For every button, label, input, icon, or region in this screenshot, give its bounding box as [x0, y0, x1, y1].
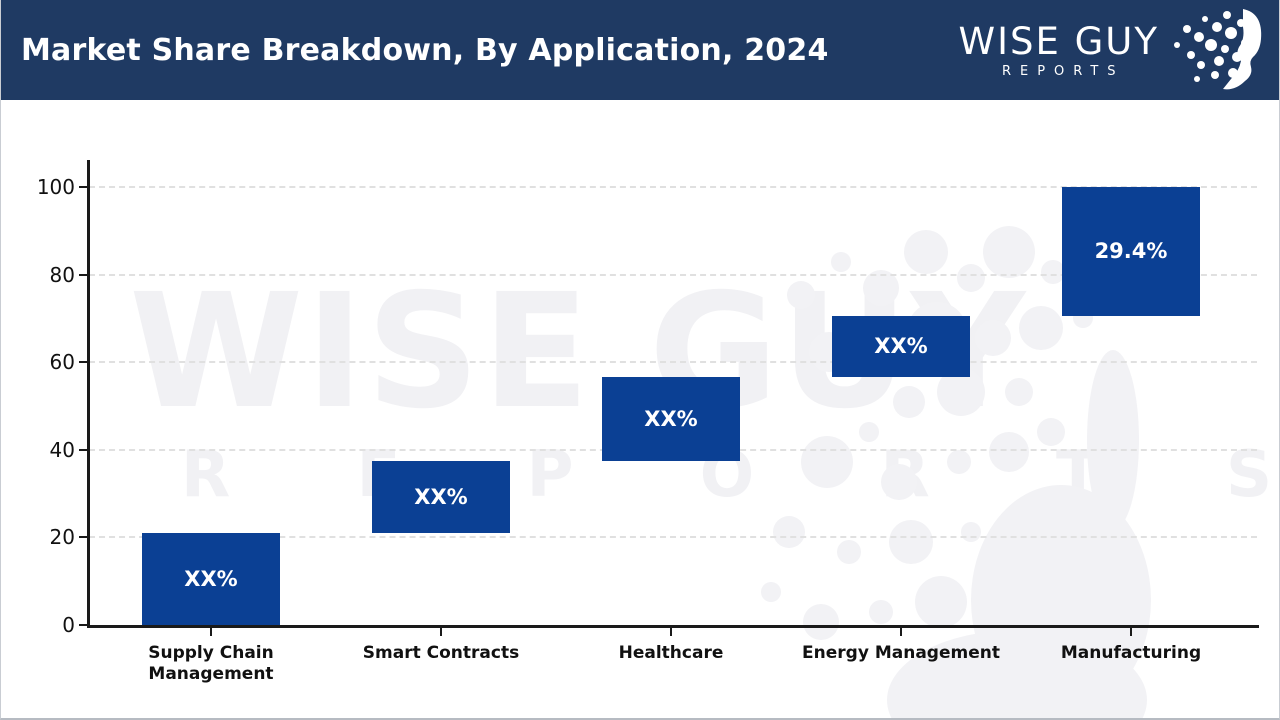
y-tick-80	[79, 273, 87, 276]
y-tick-label-40: 40	[49, 437, 75, 462]
bar-energy-management[interactable]: XX%	[832, 315, 970, 378]
x-tick-5	[1130, 628, 1132, 636]
gridline-20	[89, 536, 1257, 539]
bar-value-label: XX%	[184, 567, 238, 591]
y-tick-40	[79, 448, 87, 451]
gridline-80	[89, 273, 1257, 276]
x-category-label: Healthcare	[618, 643, 724, 663]
bar-healthcare[interactable]: XX%	[602, 377, 740, 462]
wise-guy-logo-text: WISE GUY REPORTS	[959, 23, 1159, 78]
bar-smart-contracts[interactable]: XX%	[372, 461, 510, 534]
x-category-label: Energy Management	[802, 643, 1000, 663]
y-tick-label-0: 0	[62, 613, 75, 637]
chart-area: WISE GUY R E P O R T S 0 20 40 60 80 100 X	[1, 100, 1279, 718]
bar-supply-chain-management[interactable]: XX%	[142, 533, 280, 625]
y-tick-20	[79, 536, 87, 539]
y-tick-label-80: 80	[49, 262, 75, 287]
y-tick-0	[79, 624, 87, 626]
header-bar: Market Share Breakdown, By Application, …	[1, 0, 1279, 100]
x-tick-1	[210, 628, 212, 636]
logo-brand-sub: REPORTS	[1001, 63, 1125, 79]
bar-value-label: XX%	[644, 407, 698, 432]
wise-guy-logo: WISE GUY REPORTS	[959, 5, 1265, 95]
gridline-60	[89, 361, 1257, 364]
x-category-label: Manufacturing	[1060, 643, 1202, 663]
bar-manufacturing[interactable]: 29.4%	[1062, 187, 1200, 316]
bar-value-label: XX%	[414, 485, 468, 510]
bar-value-label: 29.4%	[1094, 239, 1168, 264]
y-tick-label-60: 60	[49, 350, 75, 375]
x-tick-3	[670, 628, 672, 636]
y-tick-label-20: 20	[49, 525, 75, 550]
gridline-100	[89, 186, 1257, 188]
x-tick-2	[440, 628, 442, 636]
x-category-label: Supply Chain Management	[148, 643, 274, 685]
y-tick-label-100: 100	[36, 175, 75, 199]
x-tick-4	[900, 628, 902, 636]
logo-brand-name: WISE GUY	[958, 19, 1159, 63]
y-axis-line	[87, 160, 90, 628]
x-category-label: Smart Contracts	[362, 643, 520, 663]
page-title: Market Share Breakdown, By Application, …	[21, 32, 829, 68]
x-axis-line	[87, 625, 1259, 628]
bar-value-label: XX%	[874, 334, 928, 359]
y-tick-60	[79, 361, 87, 364]
wise-guy-logo-face-icon	[1174, 9, 1262, 90]
y-tick-100	[79, 186, 87, 188]
